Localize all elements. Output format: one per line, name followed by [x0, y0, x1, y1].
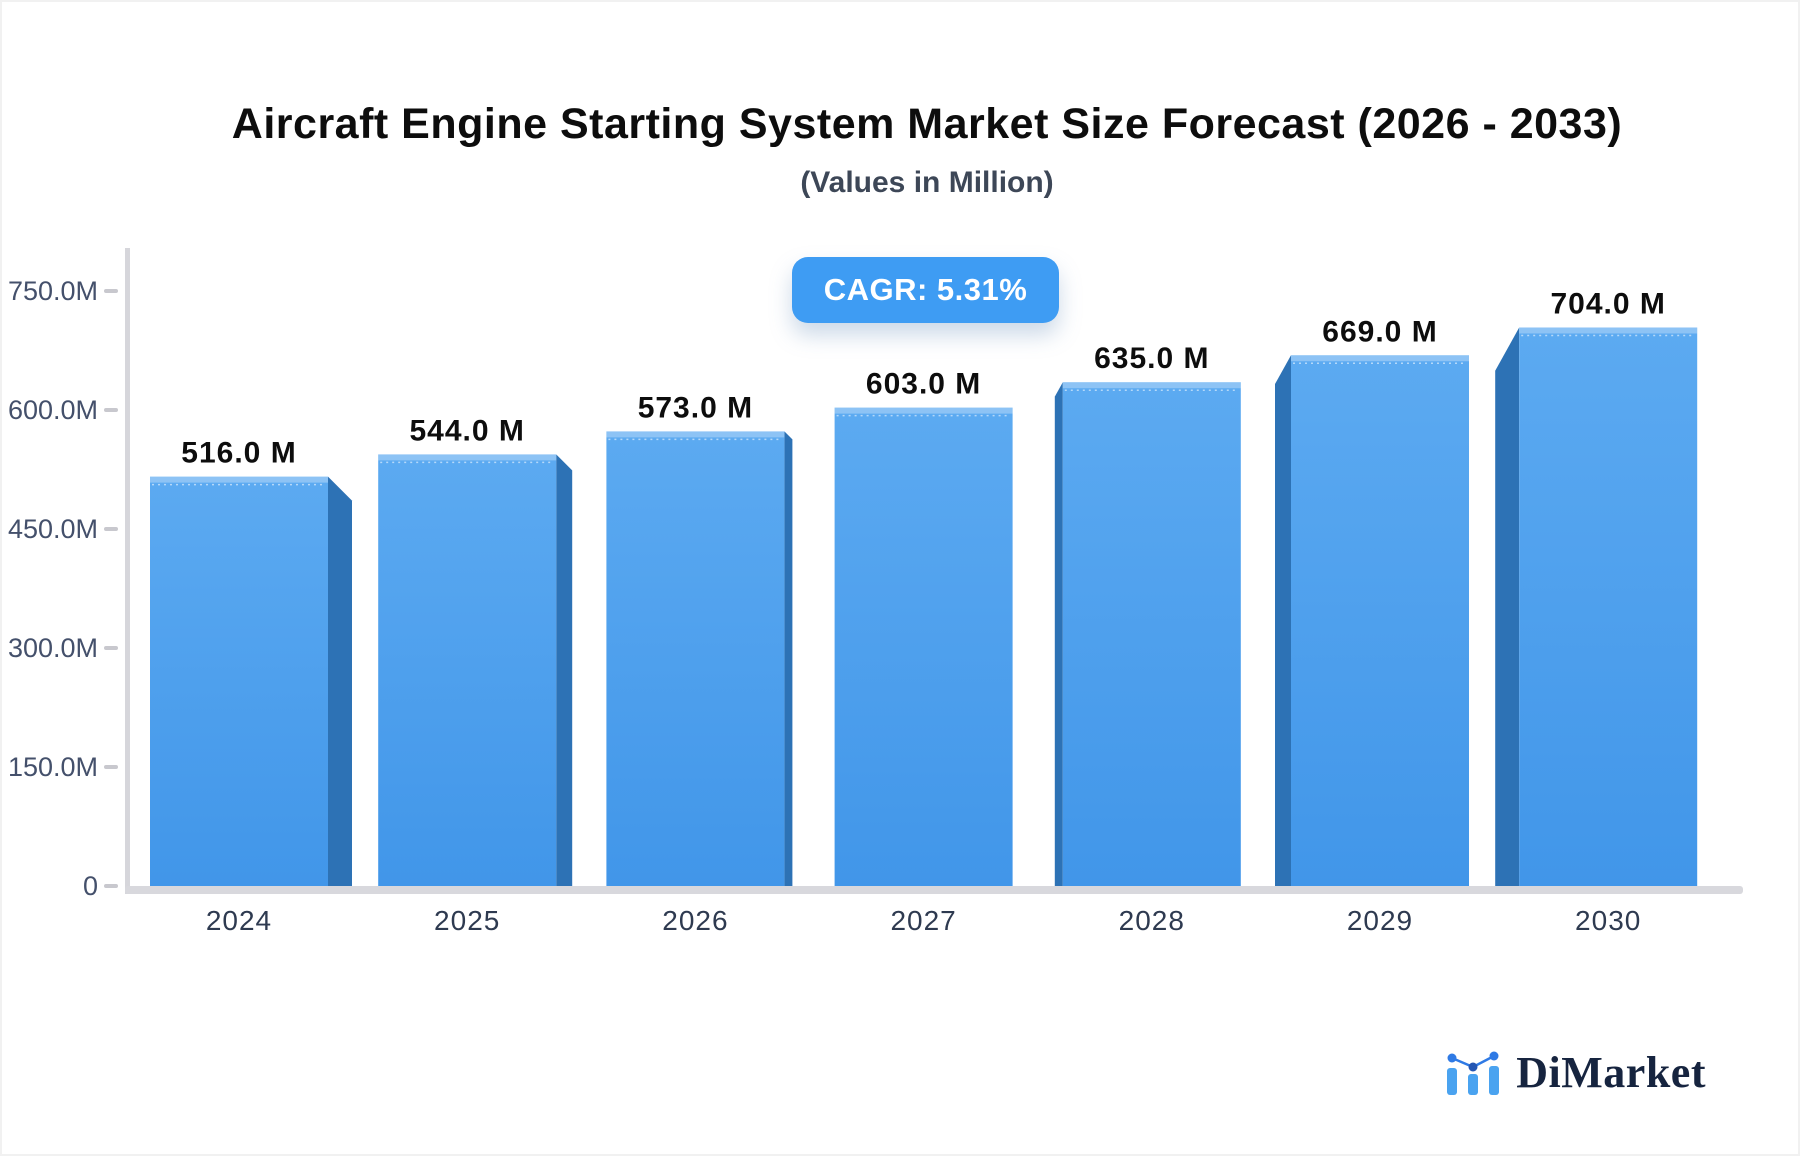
bar-side-2026	[784, 431, 793, 886]
bar-side-2024	[328, 476, 352, 886]
bar-top-highlight	[606, 431, 785, 438]
y-tick-mark	[104, 408, 118, 412]
cagr-badge-label: CAGR: 5.31%	[823, 272, 1028, 307]
bar-2025[interactable]	[378, 454, 557, 886]
x-axis-label-2029: 2029	[1347, 905, 1413, 936]
bar-2027[interactable]	[834, 407, 1013, 886]
x-axis-label-2028: 2028	[1119, 905, 1185, 936]
bar-value-label: 544.0 M	[409, 414, 524, 447]
y-tick-mark	[104, 527, 118, 531]
bar-value-label: 635.0 M	[1094, 342, 1209, 375]
x-axis-baseline	[125, 886, 1743, 894]
x-axis-label-2026: 2026	[662, 905, 728, 936]
bar-value-label: 516.0 M	[181, 437, 296, 470]
bar-2026[interactable]	[606, 431, 785, 886]
dimarket-logo-icon	[1447, 1051, 1500, 1095]
y-tick-mark	[104, 884, 118, 888]
dimarket-logo-text: DiMarket	[1516, 1048, 1706, 1097]
y-tick-label: 300.0M	[8, 633, 98, 663]
y-tick-mark	[104, 289, 118, 293]
dimarket-logo: DiMarket	[1444, 1047, 1706, 1098]
bar-top-highlight	[834, 407, 1013, 414]
y-axis-line	[125, 248, 130, 894]
bar-top-highlight	[1519, 327, 1698, 334]
bar-2024[interactable]	[150, 476, 328, 886]
bar-top-highlight	[1062, 382, 1241, 389]
bar-side-2025	[556, 454, 573, 886]
y-tick-label: 750.0M	[8, 276, 98, 306]
x-axis-label-2030: 2030	[1575, 905, 1641, 936]
x-axis-label-2024: 2024	[206, 905, 272, 936]
y-tick-mark	[104, 765, 118, 769]
cagr-badge: CAGR: 5.31%	[792, 257, 1059, 323]
bar-top-highlight	[1291, 355, 1469, 362]
x-axis-label-2027: 2027	[890, 905, 956, 936]
page-subtitle: (Values in Million)	[800, 166, 1054, 199]
bar-side-2028	[1054, 382, 1063, 886]
y-tick-mark	[104, 646, 118, 650]
bar-2028[interactable]	[1062, 382, 1241, 886]
y-tick-label: 150.0M	[8, 752, 98, 782]
y-tick-label: 600.0M	[8, 395, 98, 425]
bar-top-highlight	[378, 454, 557, 461]
y-tick-label: 0	[83, 871, 98, 901]
bar-value-label: 573.0 M	[638, 391, 753, 424]
bar-top-highlight	[150, 476, 328, 483]
bar-side-2029	[1275, 355, 1291, 886]
bar-2030[interactable]	[1519, 327, 1698, 886]
bar-value-label: 603.0 M	[866, 368, 981, 401]
bar-value-label: 669.0 M	[1322, 315, 1437, 348]
y-tick-label: 450.0M	[8, 514, 98, 544]
page-title: Aircraft Engine Starting System Market S…	[231, 100, 1623, 148]
x-axis-label-2025: 2025	[434, 905, 500, 936]
bar-2029[interactable]	[1291, 355, 1469, 886]
bar-side-2030	[1495, 327, 1520, 886]
bar-value-label: 704.0 M	[1550, 287, 1665, 320]
